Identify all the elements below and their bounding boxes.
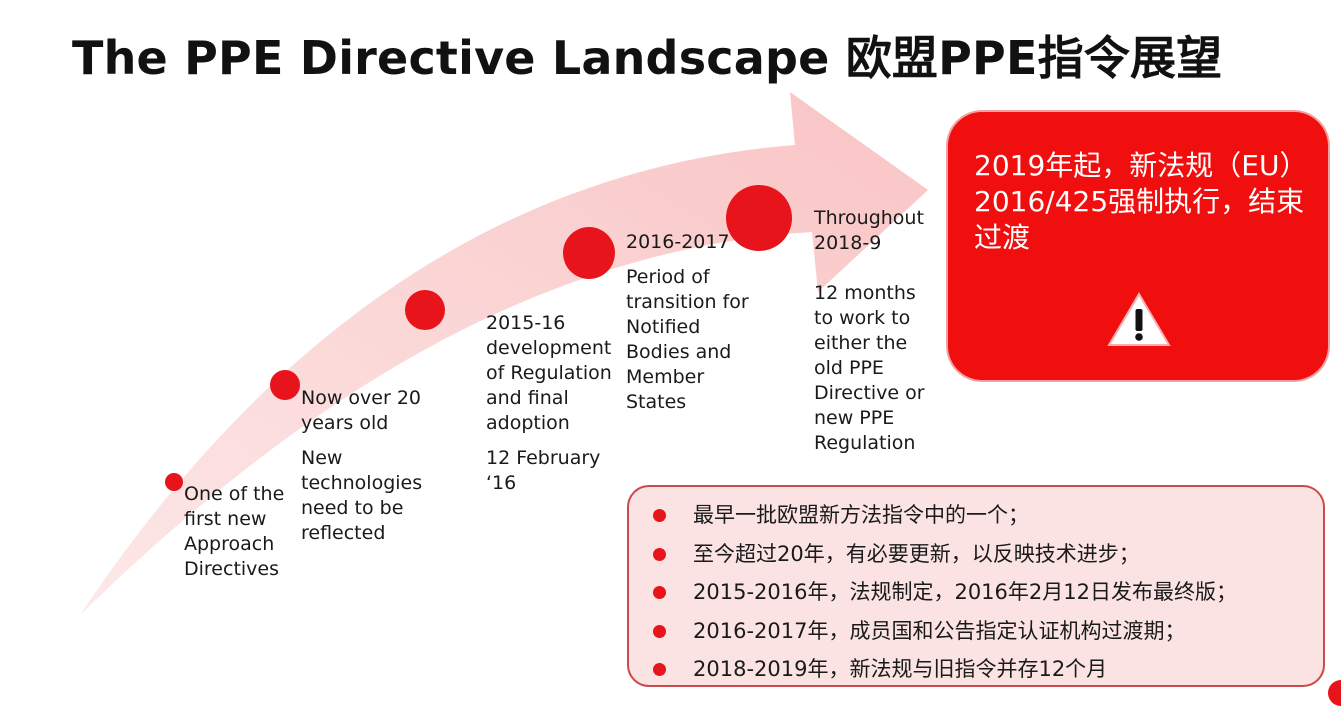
- milestone-dot-1: [165, 473, 183, 491]
- enforcement-callout: 2019年起，新法规（EU）2016/425强制执行，结束过渡: [948, 112, 1328, 380]
- milestone-text-5: Throughout 2018-9 12 months to work to e…: [814, 207, 925, 454]
- summary-list: 最早一批欧盟新方法指令中的一个； 至今超过20年，有必要更新，以反映技术进步； …: [629, 487, 1323, 689]
- milestone-text-2: Now over 20 years old New technologies n…: [301, 387, 423, 544]
- bullet-icon: [653, 624, 666, 638]
- bullet-icon: [653, 509, 666, 522]
- summary-item: 2016-2017年，成员国和公告指定认证机构过渡期；: [629, 612, 1323, 651]
- milestone-dot-4: [563, 227, 615, 279]
- callout-text: 2019年起，新法规（EU）2016/425强制执行，结束过渡: [974, 149, 1308, 254]
- corner-dot: [1328, 680, 1341, 706]
- summary-item: 2018-2019年，新法规与旧指令并存12个月: [629, 650, 1323, 689]
- milestone-dot-2: [270, 370, 300, 400]
- milestone-dot-3: [405, 290, 445, 330]
- bullet-icon: [653, 663, 666, 676]
- warning-icon: [1107, 292, 1171, 346]
- milestone-text-1: One of the first new Approach Directives: [184, 483, 285, 580]
- bullet-icon: [653, 547, 666, 561]
- milestone-dot-5: [726, 185, 792, 251]
- slide-title: The PPE Directive Landscape 欧盟PPE指令展望: [72, 31, 1223, 85]
- milestone-text-4: 2016-2017 Period of transition for Notif…: [626, 231, 749, 413]
- bullet-icon: [653, 586, 666, 599]
- summary-box: 最早一批欧盟新方法指令中的一个； 至今超过20年，有必要更新，以反映技术进步； …: [627, 485, 1325, 687]
- summary-item: 2015-2016年，法规制定，2016年2月12日发布最终版；: [629, 573, 1323, 612]
- summary-item: 最早一批欧盟新方法指令中的一个；: [629, 496, 1323, 535]
- summary-item: 至今超过20年，有必要更新，以反映技术进步；: [629, 535, 1323, 574]
- milestone-text-3: 2015-16 development of Regulation and fi…: [486, 312, 612, 494]
